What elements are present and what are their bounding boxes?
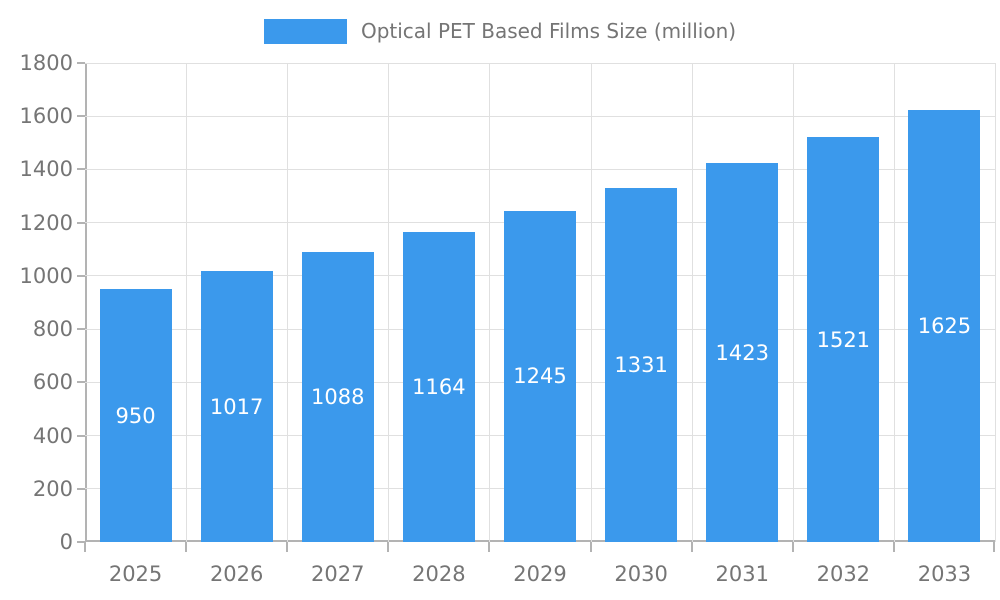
bar-value-label: 1017	[209, 394, 264, 419]
x-tick-mark	[893, 542, 895, 552]
bar	[706, 163, 779, 542]
bar-value-label: 1088	[311, 385, 365, 410]
y-tick-mark	[77, 328, 85, 331]
bar	[807, 137, 880, 542]
y-axis-tick-label: 400	[32, 423, 73, 448]
bar-value-label: 1423	[715, 340, 769, 365]
y-tick-mark	[77, 541, 85, 543]
bar-value-label: 1164	[412, 375, 466, 400]
plot-area: 950 1017 1088 1164 1245 1331 1423 1521 1625	[77, 62, 996, 552]
y-axis-line	[85, 63, 87, 542]
bar	[301, 252, 374, 542]
y-axis-tick-label: 1200	[19, 210, 73, 235]
y-axis-tick-label: 800	[32, 317, 73, 342]
bar	[605, 187, 678, 542]
y-axis-tick-label: 1000	[19, 263, 73, 288]
x-axis-tick-label: 2027	[311, 562, 365, 586]
y-tick-mark	[77, 221, 85, 224]
y-axis-tick-label: 0	[59, 530, 73, 554]
y-axis-tick-label: 1400	[19, 157, 73, 182]
x-axis-labels: 2025 2026 2027 2028 2029 2030 2031 2032 2033	[85, 560, 995, 590]
y-axis-tick-label: 1800	[19, 51, 73, 75]
bar	[200, 271, 273, 542]
x-tick-mark	[84, 542, 86, 552]
gridline-vertical	[387, 63, 389, 542]
x-axis-tick-label: 2033	[917, 562, 972, 586]
legend[interactable]: Optical PET Based Films Size (million)	[0, 17, 1000, 45]
gridline-horizontal	[85, 115, 995, 117]
y-tick-mark	[77, 487, 85, 490]
x-axis-tick-label: 2031	[715, 562, 769, 586]
bar-value-label: 1625	[917, 313, 972, 338]
gridline-horizontal	[85, 62, 995, 64]
bar	[402, 232, 475, 542]
gridline-horizontal	[85, 168, 995, 170]
y-axis-tick-label: 1600	[19, 104, 73, 129]
x-tick-mark	[185, 542, 187, 552]
legend-swatch	[263, 18, 347, 44]
bar-value-label: 1331	[614, 352, 668, 377]
bar-value-label: 1245	[513, 364, 567, 389]
gridline-vertical	[590, 63, 592, 542]
y-tick-mark	[77, 381, 85, 384]
x-axis-tick-label: 2029	[513, 562, 567, 586]
x-axis-tick-label: 2026	[209, 562, 264, 586]
gridline-vertical	[488, 63, 490, 542]
bar-value-label: 950	[115, 403, 156, 428]
x-tick-mark	[488, 542, 490, 552]
x-axis-tick-label: 2032	[816, 562, 871, 586]
bar	[908, 109, 981, 542]
x-axis-tick-label: 2028	[412, 562, 466, 586]
y-axis-labels: 0 200 400 600 800 1000 1200 1400 1600 1800	[0, 51, 73, 554]
x-tick-mark	[993, 542, 995, 552]
x-axis-tick-label: 2030	[614, 562, 668, 586]
gridline-vertical	[994, 63, 996, 542]
gridline-vertical	[185, 63, 187, 542]
y-tick-mark	[77, 274, 85, 277]
bar	[504, 210, 576, 542]
x-axis-tick-label: 2025	[108, 562, 163, 586]
y-axis-tick-label: 600	[32, 370, 73, 395]
y-tick-mark	[77, 62, 85, 64]
x-tick-mark	[387, 542, 389, 552]
y-tick-mark	[77, 434, 85, 437]
x-tick-mark	[286, 542, 288, 552]
gridline-vertical	[691, 63, 693, 542]
bar	[99, 289, 172, 542]
y-tick-mark	[77, 168, 85, 171]
x-tick-mark	[691, 542, 693, 552]
legend-label: Optical PET Based Films Size (million)	[360, 19, 737, 43]
bar-value-label: 1521	[816, 327, 871, 352]
y-tick-mark	[77, 115, 85, 118]
gridline-vertical	[792, 63, 794, 542]
gridline-vertical	[286, 63, 288, 542]
y-axis-tick-label: 200	[32, 476, 73, 501]
gridline-vertical	[893, 63, 895, 542]
x-tick-mark	[792, 542, 794, 552]
x-tick-mark	[590, 542, 592, 552]
